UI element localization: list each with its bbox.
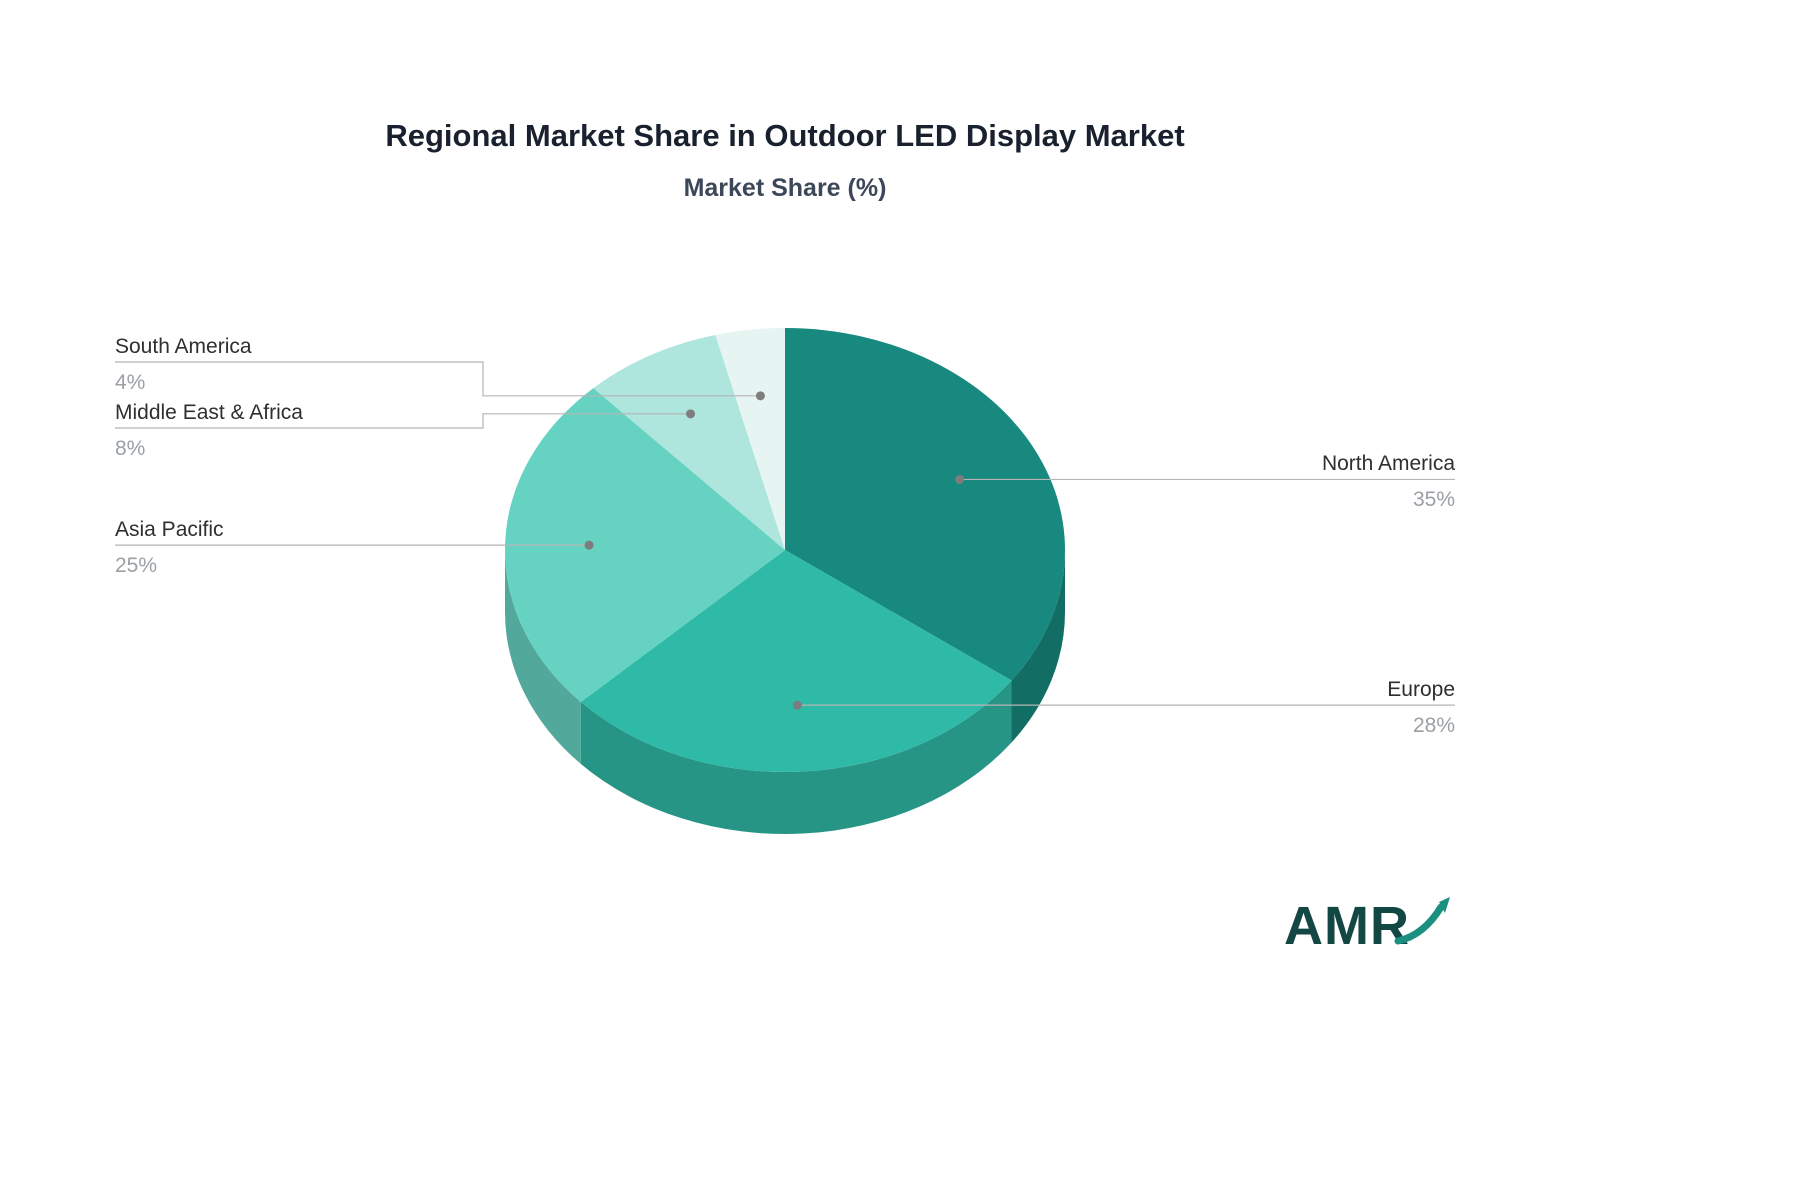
chart-subtitle: Market Share (%)	[683, 174, 887, 202]
slice-percent-south-america: 4%	[115, 371, 146, 394]
chart-title: Regional Market Share in Outdoor LED Dis…	[385, 118, 1185, 153]
up-right-arrow-icon	[1394, 897, 1450, 945]
slice-percent-asia-pacific: 25%	[115, 554, 158, 577]
slice-label-europe: Europe	[1387, 678, 1455, 701]
chart-header: Regional Market Share in Outdoor LED Dis…	[0, 118, 1570, 203]
slice-label-asia-pacific: Asia Pacific	[115, 518, 224, 541]
slice-percent-north-america: 35%	[1412, 488, 1455, 511]
amr-logo: AMR	[1284, 896, 1452, 956]
amr-logo-text: AMR	[1284, 896, 1410, 956]
slice-label-north-america: North America	[1321, 452, 1455, 475]
slice-percent-middle-east-africa: 8%	[115, 437, 146, 460]
slice-percent-europe: 28%	[1412, 714, 1455, 737]
slice-label-south-america: South America	[115, 335, 252, 358]
slice-label-middle-east-africa: Middle East & Africa	[115, 401, 303, 424]
